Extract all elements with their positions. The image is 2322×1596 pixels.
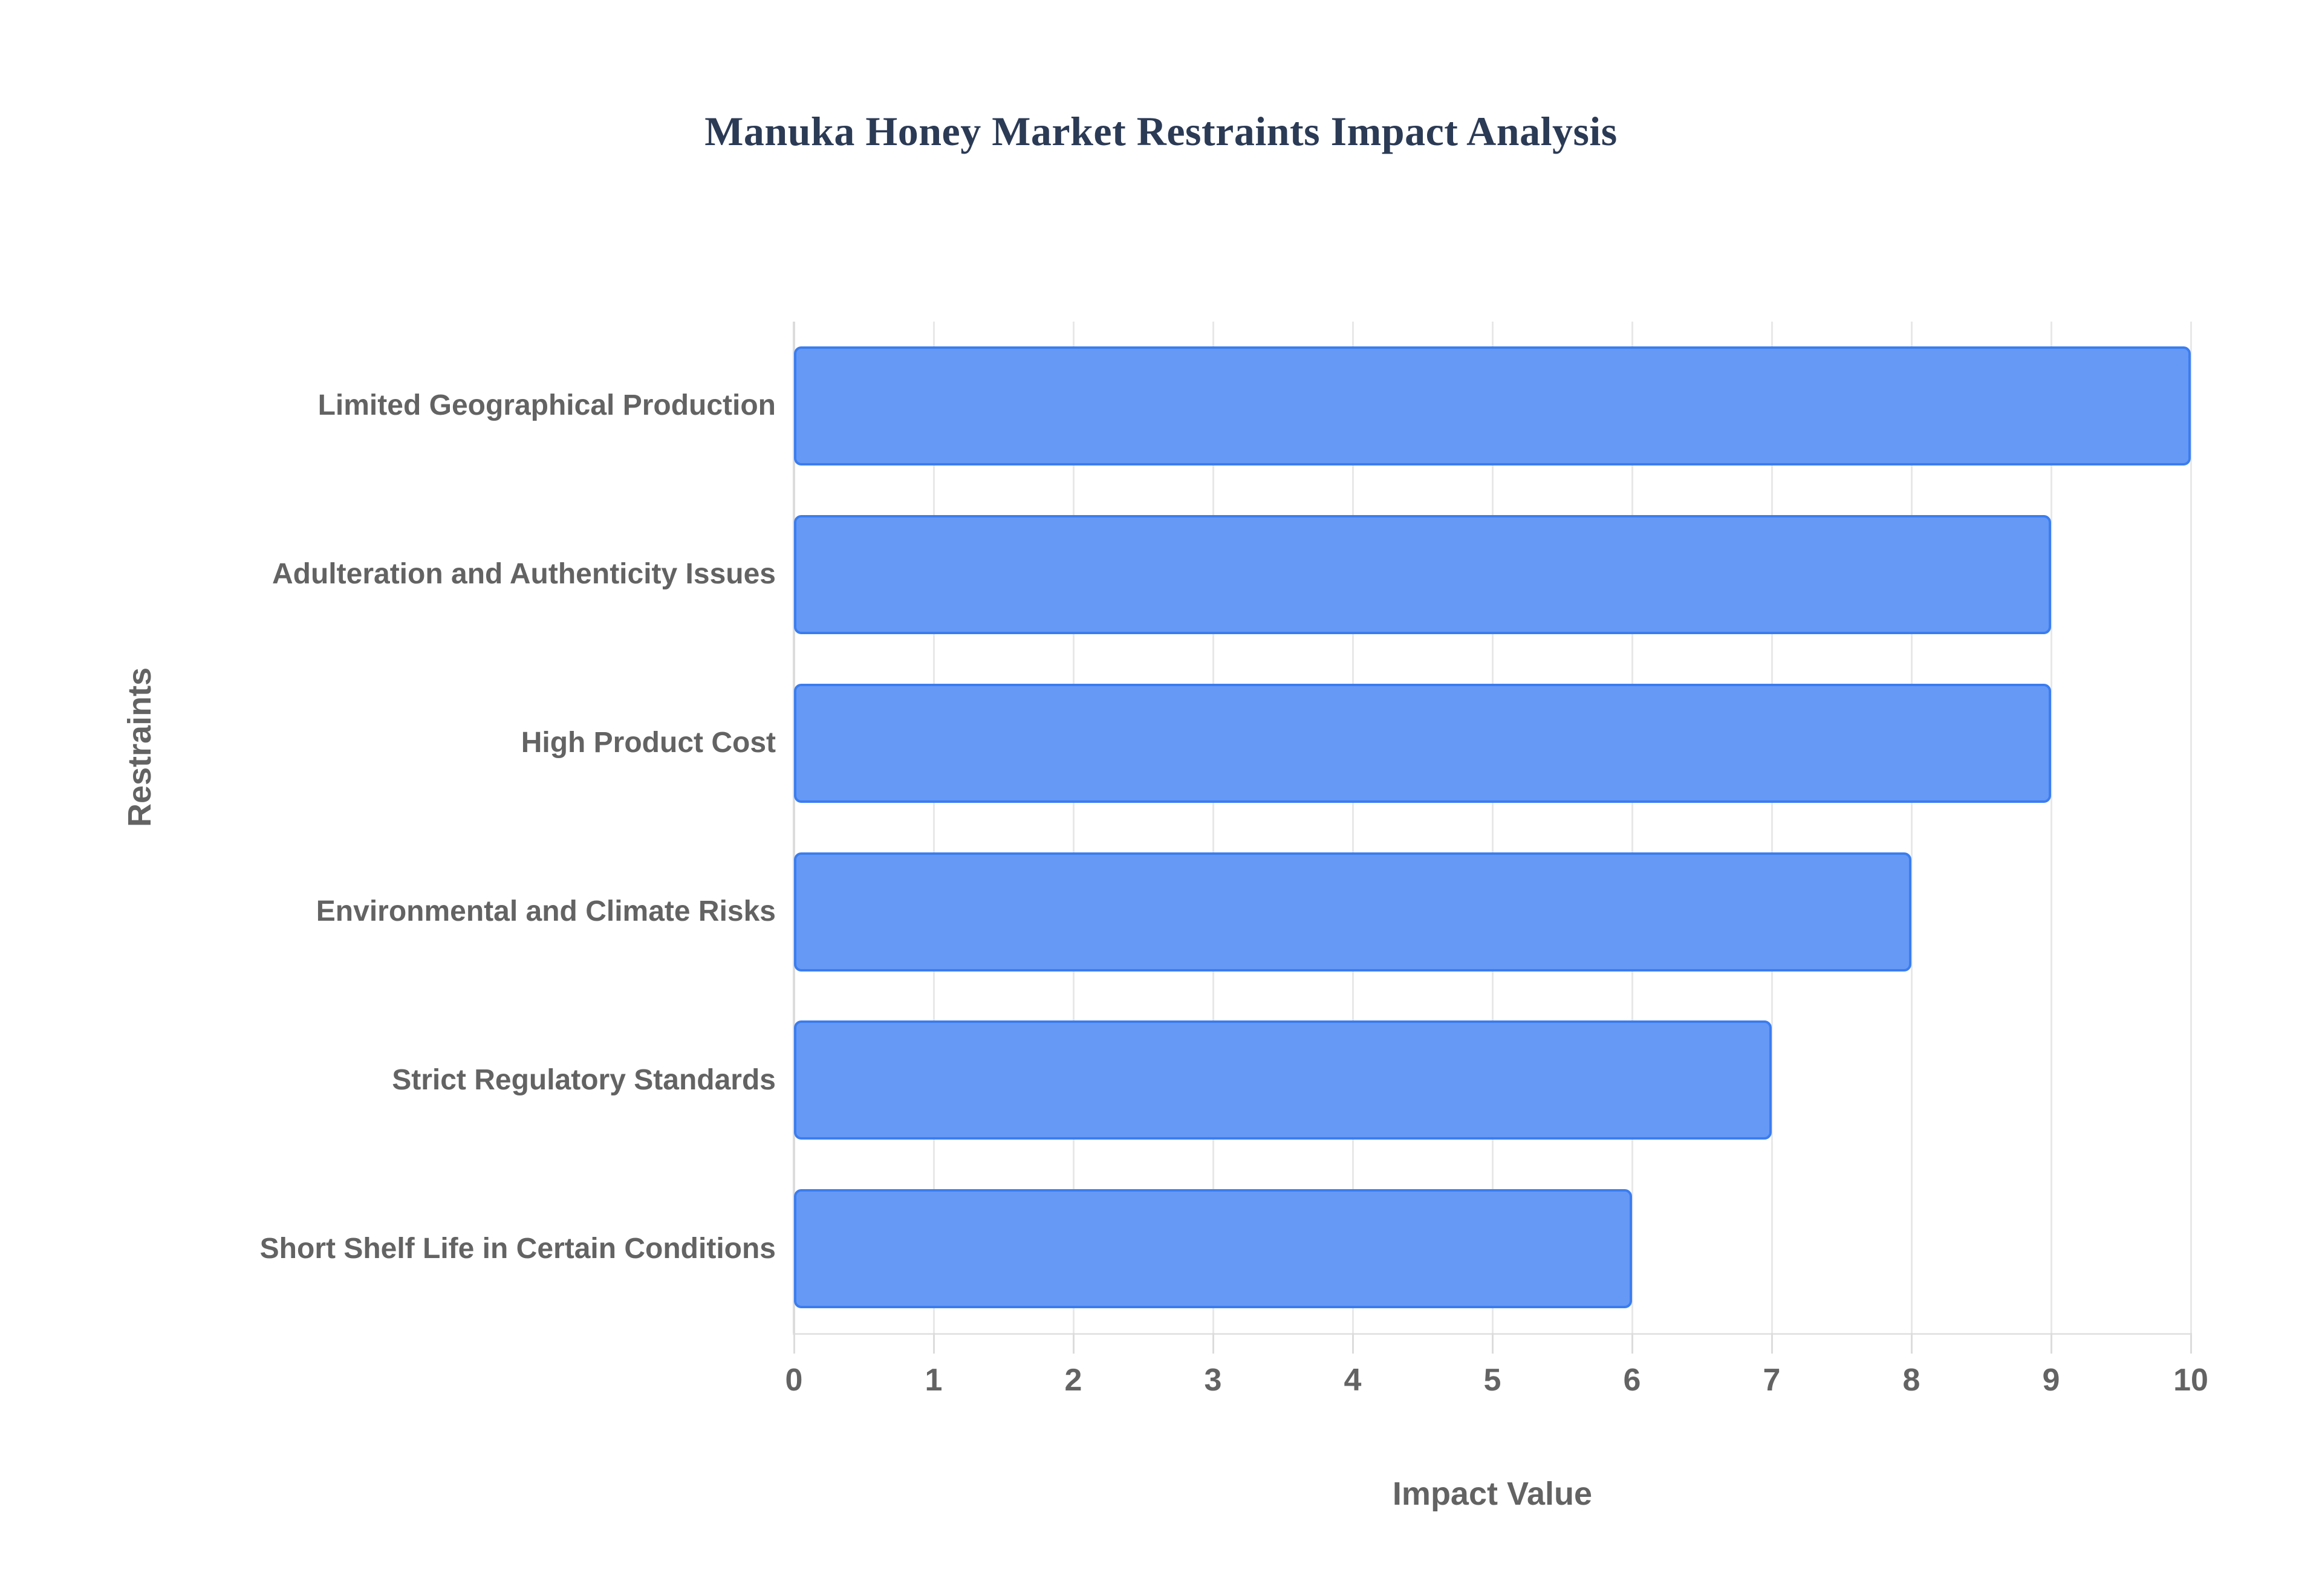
y-axis-line	[793, 322, 795, 1333]
x-tick-mark	[2050, 1333, 2052, 1354]
bar-row	[794, 659, 2191, 828]
y-tick-label: Short Shelf Life in Certain Conditions	[259, 1232, 776, 1265]
x-tick-label: 4	[1344, 1363, 1362, 1398]
bar-row	[794, 490, 2191, 659]
gridline	[1631, 322, 1633, 1333]
x-tick-mark	[1351, 1333, 1354, 1354]
y-tick-label: Limited Geographical Production	[317, 389, 776, 422]
x-tick-label: 1	[925, 1363, 943, 1398]
gridline	[1910, 322, 1913, 1333]
gridline	[1491, 322, 1494, 1333]
x-tick-label: 2	[1064, 1363, 1082, 1398]
bar-row	[794, 996, 2191, 1164]
x-tick-mark	[1631, 1333, 1633, 1354]
gridline	[2190, 322, 2192, 1333]
x-tick-label: 10	[2173, 1363, 2208, 1398]
y-tick-label: Adulteration and Authenticity Issues	[272, 558, 776, 591]
gridline	[932, 322, 935, 1333]
x-tick-label: 3	[1204, 1363, 1222, 1398]
bar-row	[794, 1164, 2191, 1333]
y-tick-label: Strict Regulatory Standards	[392, 1063, 776, 1096]
x-tick-mark	[1491, 1333, 1494, 1354]
gridline	[2050, 322, 2052, 1333]
bar[interactable]	[794, 514, 2051, 634]
bar[interactable]	[794, 683, 2051, 803]
x-tick-mark	[1910, 1333, 1913, 1354]
x-tick-mark	[1771, 1333, 1773, 1354]
y-tick-label: Environmental and Climate Risks	[316, 895, 776, 927]
gridline	[1351, 322, 1354, 1333]
x-tick-label: 9	[2042, 1363, 2060, 1398]
bar[interactable]	[794, 852, 1911, 972]
bar-row	[794, 322, 2191, 490]
x-tick-label: 5	[1483, 1363, 1501, 1398]
plot-area	[793, 322, 2192, 1354]
x-tick-label: 8	[1902, 1363, 1920, 1398]
y-tick-label: High Product Cost	[521, 727, 776, 759]
chart-title: Manuka Honey Market Restraints Impact An…	[704, 108, 1618, 154]
bar[interactable]	[794, 1020, 1772, 1140]
bar-row	[794, 828, 2191, 996]
gridline	[1771, 322, 1773, 1333]
gridline	[1072, 322, 1075, 1333]
bar[interactable]	[794, 1189, 1632, 1309]
bar[interactable]	[794, 346, 2191, 465]
x-tick-mark	[793, 1333, 795, 1354]
gridline	[1212, 322, 1214, 1333]
x-tick-mark	[1212, 1333, 1214, 1354]
x-tick-label: 0	[785, 1363, 803, 1398]
x-tick-mark	[1072, 1333, 1075, 1354]
x-tick-mark	[2190, 1333, 2192, 1354]
x-axis-title: Impact Value	[1392, 1476, 1593, 1512]
x-tick-label: 7	[1763, 1363, 1781, 1398]
x-tick-label: 6	[1623, 1363, 1641, 1398]
x-tick-mark	[932, 1333, 935, 1354]
